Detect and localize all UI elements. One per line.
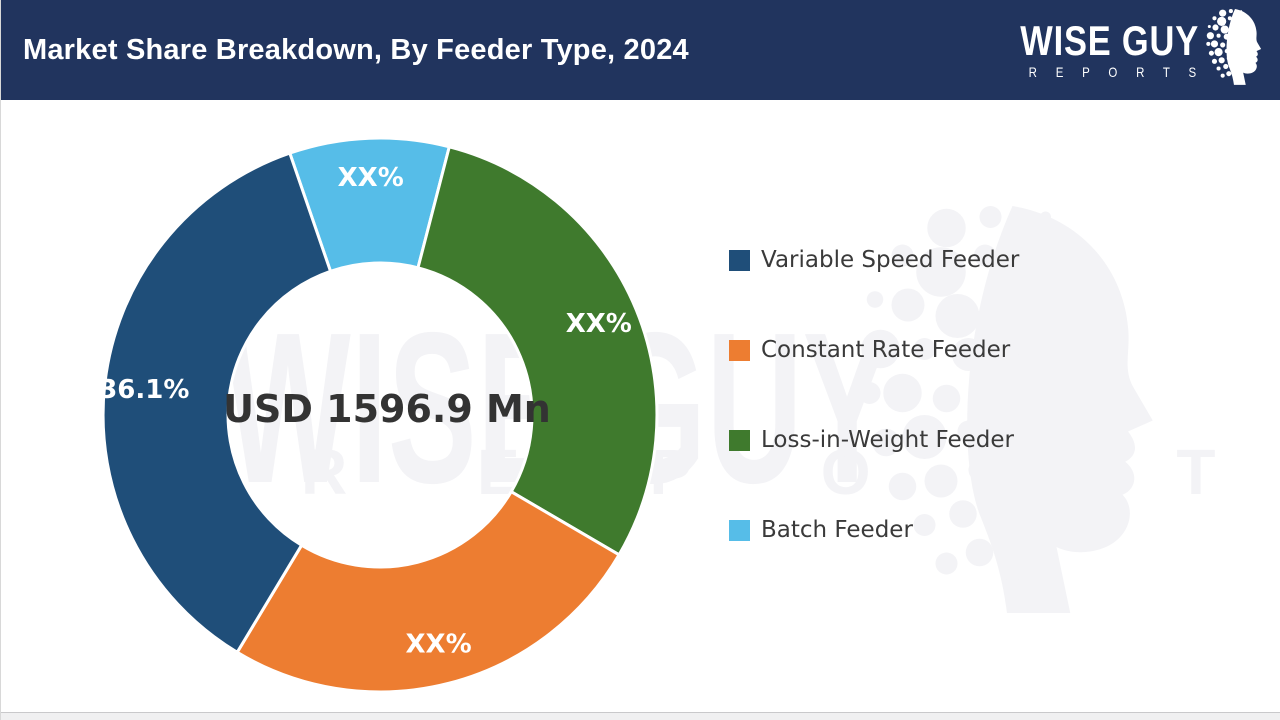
legend-label: Loss-in-Weight Feeder (761, 427, 1014, 453)
donut-segment (416, 144, 659, 557)
donut-segment (235, 489, 622, 694)
legend-label: Constant Rate Feeder (761, 337, 1011, 363)
wiseguy-logo: WISE GUY R E P O R T S (981, 7, 1267, 93)
wiseguy-logo-text: WISE GUY R E P O R T S (1020, 16, 1199, 80)
segment-pct-label: XX% (566, 309, 632, 339)
legend-item: Batch Feeder (729, 517, 1019, 543)
legend-swatch (729, 429, 750, 451)
legend-label: Batch Feeder (761, 517, 913, 543)
legend-label: Variable Speed Feeder (761, 247, 1020, 273)
chart-legend: Variable Speed Feeder Constant Rate Feede… (729, 247, 1020, 608)
legend-item: Constant Rate Feeder (729, 337, 1019, 363)
page-title: Market Share Breakdown, By Feeder Type, … (23, 33, 689, 66)
legend-swatch (729, 339, 750, 361)
legend-swatch (729, 249, 750, 271)
center-value: USD 1596.9 Mn (223, 387, 551, 431)
legend-item: Loss-in-Weight Feeder (729, 427, 1019, 453)
segment-pct-label: XX% (406, 630, 472, 660)
legend-item: Variable Speed Feeder (729, 247, 1020, 273)
wiseguy-face-icon (1205, 7, 1267, 93)
donut-segment (101, 151, 333, 655)
donut-chart: XX% XX% XX% 36.1% USD 1596.9 Mn (99, 131, 660, 701)
watermark-face-icon (853, 195, 1183, 639)
segment-pct-label: XX% (338, 163, 404, 193)
header-bar: Market Share Breakdown, By Feeder Type, … (1, 0, 1280, 100)
segment-pct-label: 36.1% (100, 375, 189, 405)
legend-swatch (729, 519, 750, 541)
logo-wordmark: WISE GUY (1020, 16, 1199, 64)
bottom-strip (1, 712, 1280, 720)
logo-subtitle: R E P O R T S (1028, 63, 1204, 80)
